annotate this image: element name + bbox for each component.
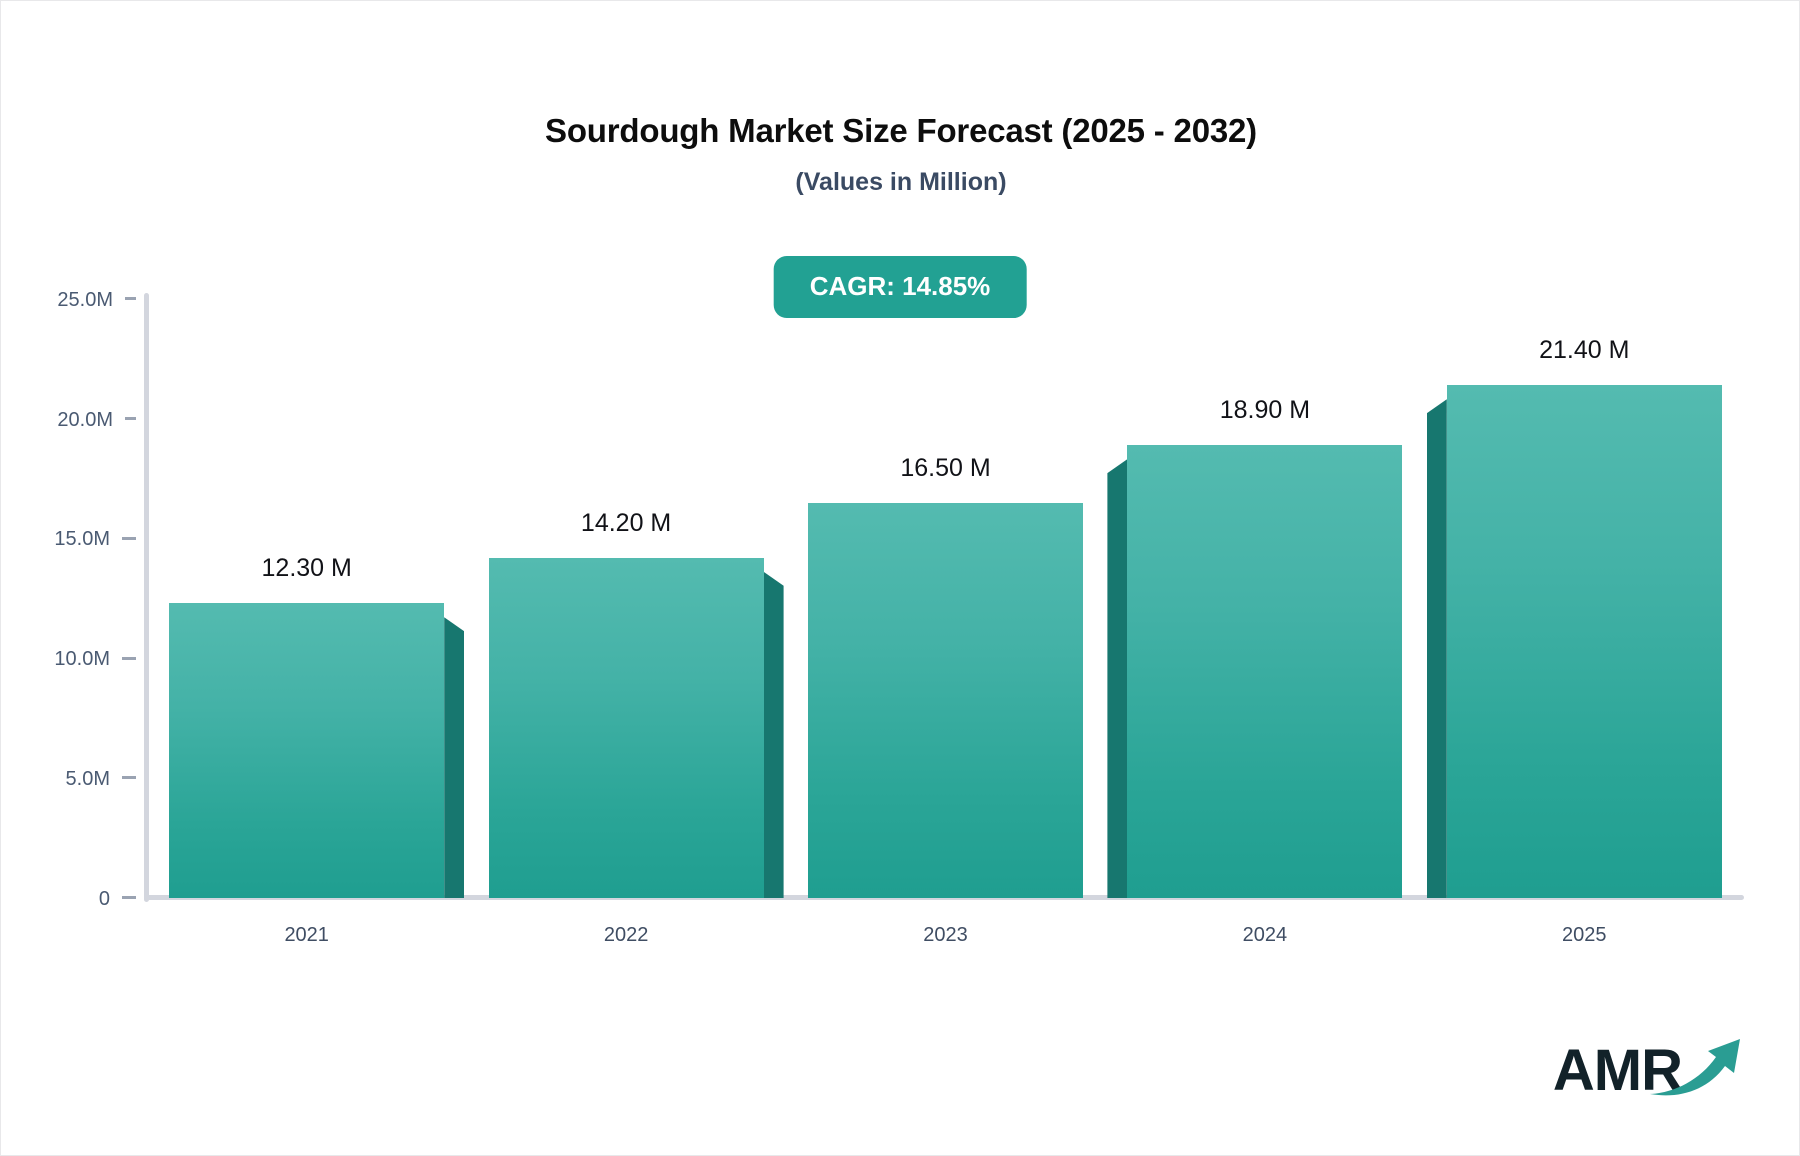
bar-side-face — [1107, 459, 1128, 898]
y-axis-tick-label: 20.0M — [57, 408, 113, 431]
y-axis-tick-mark — [122, 776, 136, 780]
y-axis-tick-mark — [122, 896, 136, 900]
bar-front-face — [488, 557, 764, 898]
bar-2022[interactable]: 14.20 M 2022 — [488, 510, 784, 945]
amr-wordmark: AMR — [1552, 1038, 1683, 1103]
bar-2021[interactable]: 12.30 M 2021 — [169, 556, 465, 945]
y-axis-tick: 15.0M — [1, 528, 136, 551]
bar-front-face — [1446, 385, 1722, 898]
x-axis-label-2025: 2025 — [1562, 924, 1607, 946]
bar-side-face — [763, 571, 784, 898]
y-axis-tick-mark — [122, 536, 136, 540]
y-axis-tick-mark — [125, 417, 136, 421]
bar-value-label: 18.90 M — [1219, 396, 1311, 425]
y-axis-tick: 10.0M — [1, 648, 136, 669]
x-axis-label-2021: 2021 — [284, 924, 329, 946]
bar-side-face — [444, 617, 465, 898]
y-axis-tick-label: 15.0M — [54, 528, 110, 551]
y-axis-tick-mark — [122, 656, 136, 660]
y-axis-tick-label: 5.0M — [65, 767, 110, 790]
y-axis-tick: 5.0M — [1, 768, 136, 789]
bar-front-face — [808, 502, 1083, 898]
y-axis-tick: 20.0M — [1, 409, 136, 430]
bar-2025[interactable]: 21.40 M 2025 — [1426, 338, 1722, 945]
bar-value-label: 12.30 M — [261, 554, 352, 583]
x-axis-label-2024: 2024 — [1242, 924, 1288, 946]
y-axis-tick-label: 25.0M — [57, 288, 113, 311]
bar-2024[interactable]: 18.90 M 2024 — [1107, 398, 1403, 945]
y-axis-tick: 25.0M — [1, 289, 136, 310]
x-axis-label-2023: 2023 — [923, 924, 968, 946]
bar-2023[interactable]: 16.50 M 2023 — [808, 455, 1083, 945]
y-axis-tick-mark — [125, 297, 136, 301]
cagr-badge: CAGR: 14.85% — [773, 256, 1027, 318]
bar-value-label: 14.20 M — [580, 508, 672, 537]
bar-value-label: 16.50 M — [900, 453, 991, 482]
amr-logo: AMR — [1553, 1033, 1744, 1100]
bar-front-face — [169, 603, 445, 898]
y-axis-line — [144, 293, 149, 902]
y-axis-tick: 0 — [1, 888, 136, 909]
bar-front-face — [1127, 445, 1403, 898]
bar-value-label: 21.40 M — [1539, 336, 1630, 365]
growth-arrow-icon — [1648, 1033, 1744, 1104]
y-axis-tick-label: 0 — [98, 887, 110, 910]
y-axis-tick-label: 10.0M — [54, 648, 110, 671]
chart-header: Sourdough Market Size Forecast (2025 - 2… — [1, 112, 1800, 197]
page-title: Sourdough Market Size Forecast (2025 - 2… — [545, 112, 1257, 149]
chart-subtitle: (Values in Million) — [795, 168, 1007, 197]
bar-side-face — [1426, 399, 1447, 898]
x-axis-label-2022: 2022 — [603, 924, 649, 946]
